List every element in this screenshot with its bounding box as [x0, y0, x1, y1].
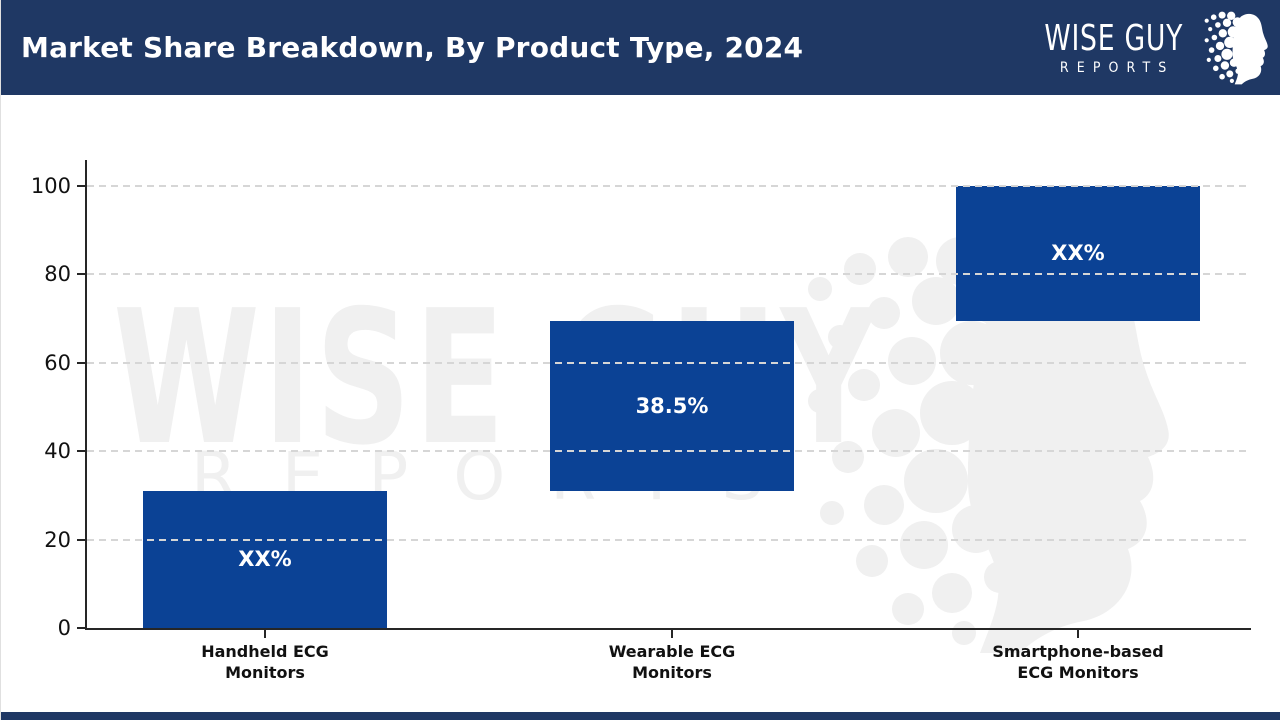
gridline-40 — [87, 450, 1250, 453]
y-tick-label-100: 100 — [30, 174, 71, 198]
gridline-100 — [87, 185, 1250, 187]
footer-bar — [1, 712, 1280, 720]
logo-reports-label: REPORTS — [1060, 59, 1175, 76]
bar-handheld-ecg-monitors — [143, 490, 387, 628]
bar-wearable-ecg-monitors — [550, 320, 794, 491]
y-tick-label-40: 40 — [44, 439, 71, 464]
gridline-80 — [87, 273, 1250, 276]
page-title: Market Share Breakdown, By Product Type,… — [21, 31, 804, 64]
x-tick-smartphone-based-ecg-monitors — [1077, 630, 1079, 638]
x-axis-line — [85, 628, 1251, 630]
gridline-60 — [87, 361, 1250, 364]
bar-smartphone-based-ecg-monitors — [956, 186, 1200, 321]
y-tick-label-60: 60 — [44, 350, 71, 375]
x-tick-handheld-ecg-monitors — [264, 630, 266, 638]
category-label-smartphone-based-ecg-monitors: Smartphone-based ECG Monitors — [992, 642, 1164, 682]
wise-guy-reports-logo: WISE GUY REPORTS — [1020, 5, 1270, 91]
gridline-20 — [87, 538, 1250, 541]
y-tick-40 — [77, 450, 85, 453]
logo-wiseguy-label: WISE GUY — [1043, 17, 1183, 59]
x-tick-wearable-ecg-monitors — [671, 630, 673, 638]
y-tick-80 — [77, 273, 85, 276]
category-label-handheld-ecg-monitors: Handheld ECG Monitors — [201, 642, 329, 682]
y-tick-label-0: 0 — [57, 616, 71, 640]
y-axis-line — [85, 160, 87, 629]
y-tick-60 — [77, 361, 85, 364]
y-tick-20 — [77, 538, 85, 541]
bar-value-label-smartphone-based-ecg-monitors: XX% — [1051, 241, 1105, 266]
bar-value-label-handheld-ecg-monitors: XX% — [238, 547, 292, 572]
category-label-wearable-ecg-monitors: Wearable ECG Monitors — [608, 642, 736, 682]
header-bar: Market Share Breakdown, By Product Type,… — [1, 0, 1280, 95]
y-tick-0 — [77, 627, 85, 629]
y-tick-label-20: 20 — [44, 527, 71, 552]
y-tick-100 — [77, 185, 85, 187]
logo-text: WISE GUY REPORTS — [1020, 17, 1208, 76]
y-tick-label-80: 80 — [44, 262, 71, 287]
logo-head-icon — [1199, 7, 1269, 89]
bar-value-label-wearable-ecg-monitors: 38.5% — [635, 393, 709, 418]
